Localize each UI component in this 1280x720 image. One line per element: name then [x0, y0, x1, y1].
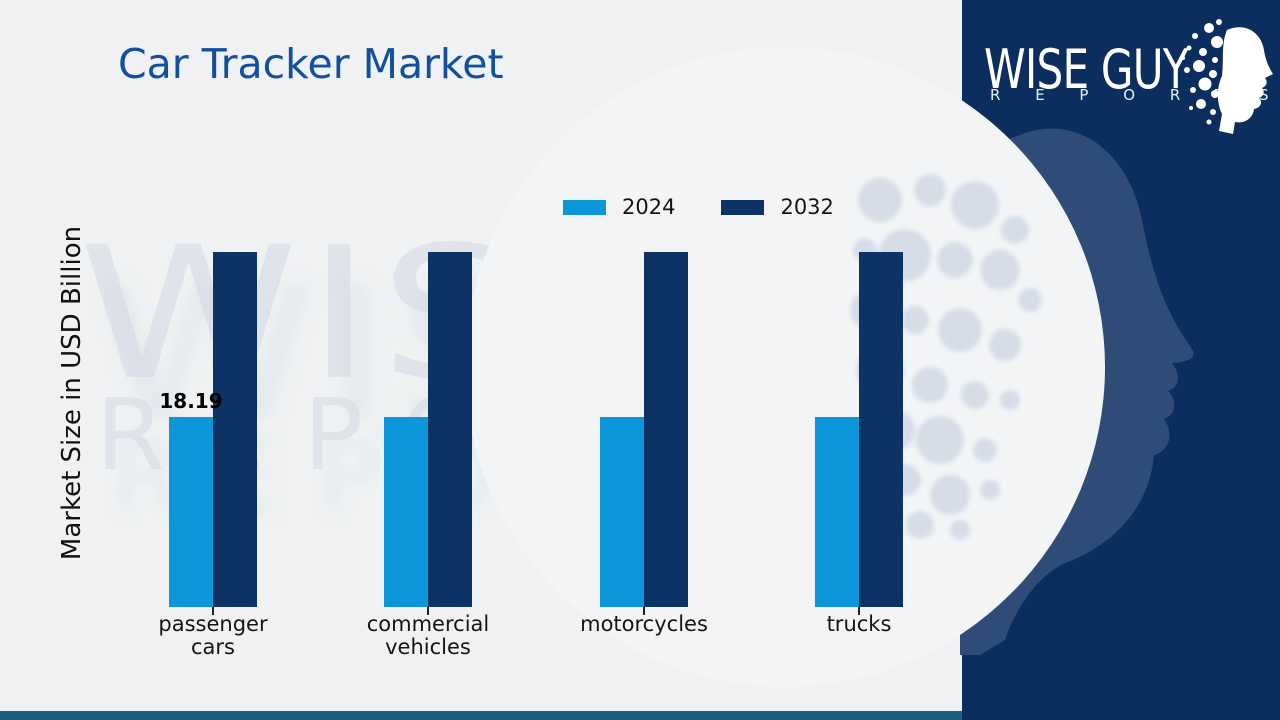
- x-axis-tick: [427, 607, 429, 615]
- legend-label-2024: 2024: [622, 195, 676, 219]
- x-axis-tick: [212, 607, 214, 615]
- category-label-trucks: trucks: [826, 612, 892, 636]
- page-title: Car Tracker Market: [118, 40, 504, 88]
- y-axis-label: Market Size in USD Billion: [57, 225, 87, 561]
- legend-swatch-2032: [721, 199, 765, 215]
- bar-2032-commercial-vehicles: [428, 252, 472, 607]
- bar-2024-motorcycles: [600, 417, 644, 607]
- x-axis-tick: [643, 607, 645, 615]
- bar-2024-passenger-cars: [169, 417, 213, 607]
- bar-value-label: 18.19: [159, 389, 223, 413]
- bar-2032-passenger-cars: [213, 252, 257, 607]
- chart-legend: 2024 2032: [563, 195, 880, 219]
- bottom-accent-strip: [0, 711, 962, 720]
- x-axis-tick: [858, 607, 860, 615]
- category-label-passenger-cars: passenger cars: [158, 612, 268, 659]
- logo-wordmark: WISE GUY: [984, 38, 1189, 101]
- bar-2032-trucks: [859, 252, 903, 607]
- bar-2024-commercial-vehicles: [384, 417, 428, 607]
- legend-swatch-2024: [563, 199, 606, 215]
- category-label-commercial-vehicles: commercial vehicles: [366, 612, 490, 659]
- legend-label-2032: 2032: [780, 195, 834, 219]
- legend-item-2032: 2032: [721, 195, 834, 219]
- bar-2032-motorcycles: [644, 252, 688, 607]
- bar-2024-trucks: [815, 417, 859, 607]
- wiseguy-head-icon: [1181, 19, 1273, 135]
- category-label-motorcycles: motorcycles: [580, 612, 708, 636]
- background-circle: [465, 47, 1105, 687]
- legend-item-2024: 2024: [563, 195, 675, 219]
